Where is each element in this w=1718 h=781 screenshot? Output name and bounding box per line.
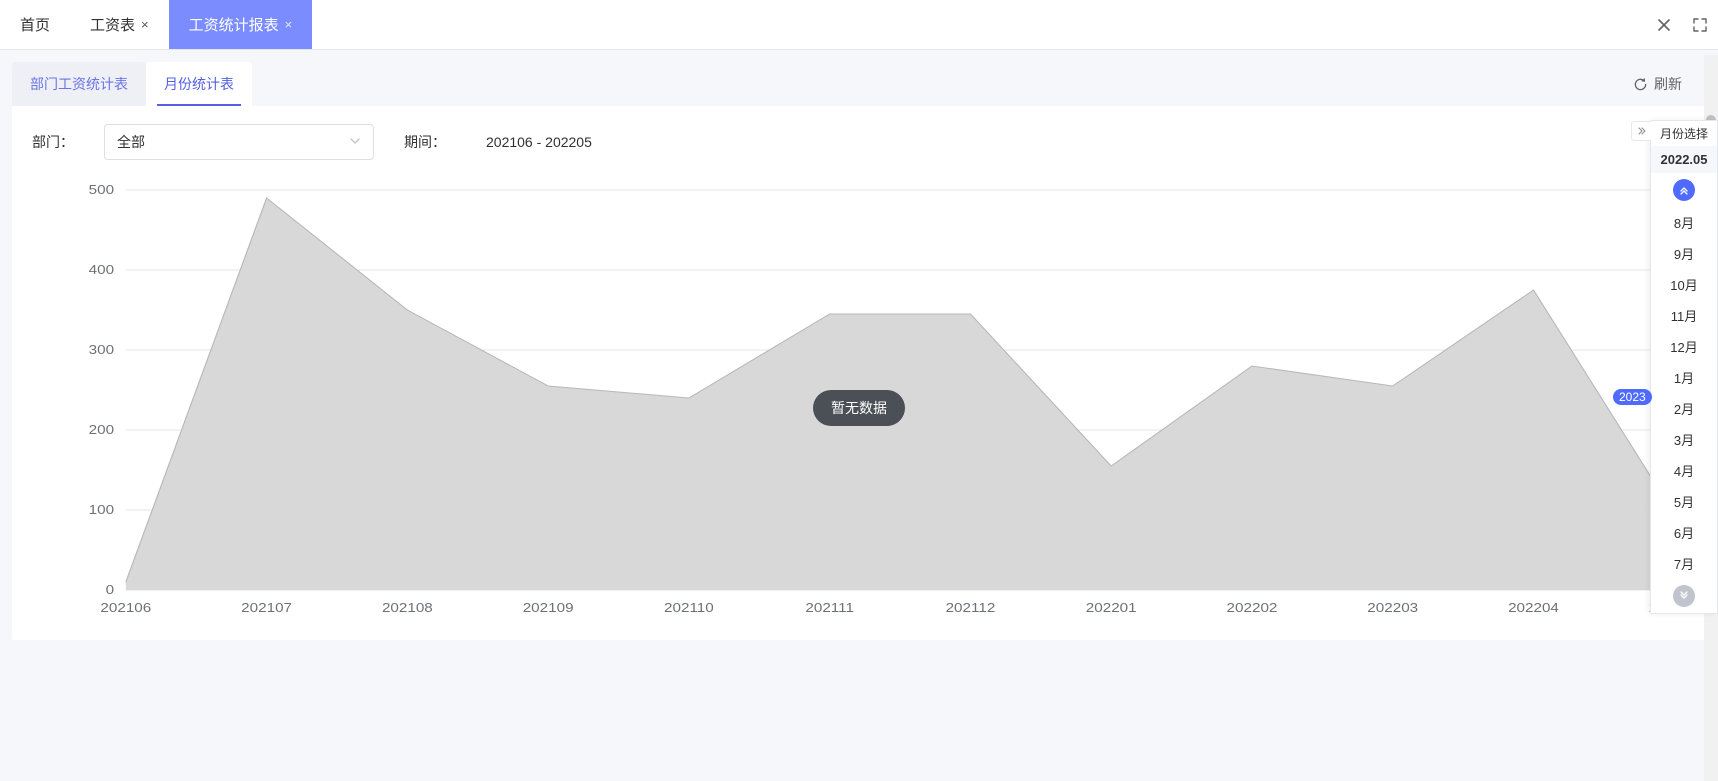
dept-select[interactable]: 全部 [104,124,374,160]
dept-label: 部门： [32,132,74,152]
month-item[interactable]: 6月 [1651,517,1717,548]
dept-select-value: 全部 [117,132,145,152]
monthly-chart: 0 100 200 300 400 500 202106 202107 202108 202109… [32,180,1686,620]
svg-text:202203: 202203 [1367,601,1418,616]
fullscreen-icon [1692,17,1708,33]
refresh-button[interactable]: 刷新 [1633,74,1706,94]
svg-text:202202: 202202 [1227,601,1278,616]
tab-close-icon[interactable]: × [285,17,293,32]
month-item[interactable]: 4月 [1651,455,1717,486]
month-item[interactable]: 8月 [1651,207,1717,238]
month-item[interactable]: 12月 [1651,331,1717,362]
chevron-up-double-icon [1679,185,1689,195]
sub-tab-bar: 部门工资统计表月份统计表 [12,62,252,106]
top-tab-label: 工资统计报表 [189,14,279,35]
close-icon [1656,17,1672,33]
svg-text:200: 200 [89,423,115,438]
top-tab[interactable]: 工资统计报表 × [169,0,313,49]
month-panel-header: 月份选择 [1651,121,1717,146]
month-item[interactable]: 7月 [1651,548,1717,579]
top-tab-label: 首页 [20,14,50,35]
month-picker-panel: 月份选择 2022.05 8月9月10月11月12月1月2月3月4月5月6月7月… [1650,120,1718,614]
month-item[interactable]: 10月 [1651,269,1717,300]
month-item[interactable]: 5月 [1651,486,1717,517]
svg-text:202107: 202107 [241,601,292,616]
chevron-right-double-icon [1637,126,1647,136]
svg-text:202201: 202201 [1086,601,1137,616]
month-item[interactable]: 3月 [1651,424,1717,455]
sub-tab[interactable]: 部门工资统计表 [12,62,146,106]
svg-text:202112: 202112 [946,601,996,616]
top-right-controls [1646,0,1718,50]
svg-text:202204: 202204 [1508,601,1559,616]
svg-text:202109: 202109 [523,601,574,616]
month-panel-current: 2022.05 [1651,146,1717,173]
svg-text:202110: 202110 [664,601,714,616]
filter-bar: 部门： 全部 期间： 202106 - 202205 [32,124,1686,160]
month-item[interactable]: 11月 [1651,300,1717,331]
month-panel-collapse-button[interactable] [1631,121,1651,141]
close-all-button[interactable] [1646,0,1682,50]
chevron-down-double-icon [1679,591,1689,601]
svg-text:202108: 202108 [382,601,433,616]
svg-text:300: 300 [89,343,115,358]
chart-tooltip: 暂无数据 [813,390,905,426]
tab-close-icon[interactable]: × [141,17,149,32]
month-scroll-down-button[interactable] [1673,585,1695,607]
month-item[interactable]: 9月 [1651,238,1717,269]
month-scroll-up-button[interactable] [1673,179,1695,201]
period-label: 期间： [404,132,446,152]
svg-text:100: 100 [89,503,115,518]
chevron-down-icon [349,134,361,150]
top-tab[interactable]: 首页 [0,0,70,49]
month-item[interactable]: 2月 [1651,393,1717,424]
period-value: 202106 - 202205 [486,134,592,150]
month-item[interactable]: 1月 [1651,362,1717,393]
year-badge: 2023 [1613,389,1652,405]
report-card: 部门： 全部 期间： 202106 - 202205 0 100 200 300 400… [12,106,1706,640]
svg-text:202111: 202111 [805,601,854,616]
top-tab-bar: 首页 工资表 × 工资统计报表 × [0,0,1718,50]
month-list: 8月9月10月11月12月1月2月3月4月5月6月7月 [1651,207,1717,579]
svg-text:202106: 202106 [100,601,151,616]
svg-text:500: 500 [89,183,115,198]
fullscreen-button[interactable] [1682,0,1718,50]
sub-tab[interactable]: 月份统计表 [146,62,252,106]
svg-text:0: 0 [106,583,115,598]
top-tab[interactable]: 工资表 × [70,0,169,49]
top-tab-label: 工资表 [90,14,135,35]
svg-text:400: 400 [89,263,115,278]
refresh-label: 刷新 [1654,74,1682,94]
refresh-icon [1633,77,1648,92]
